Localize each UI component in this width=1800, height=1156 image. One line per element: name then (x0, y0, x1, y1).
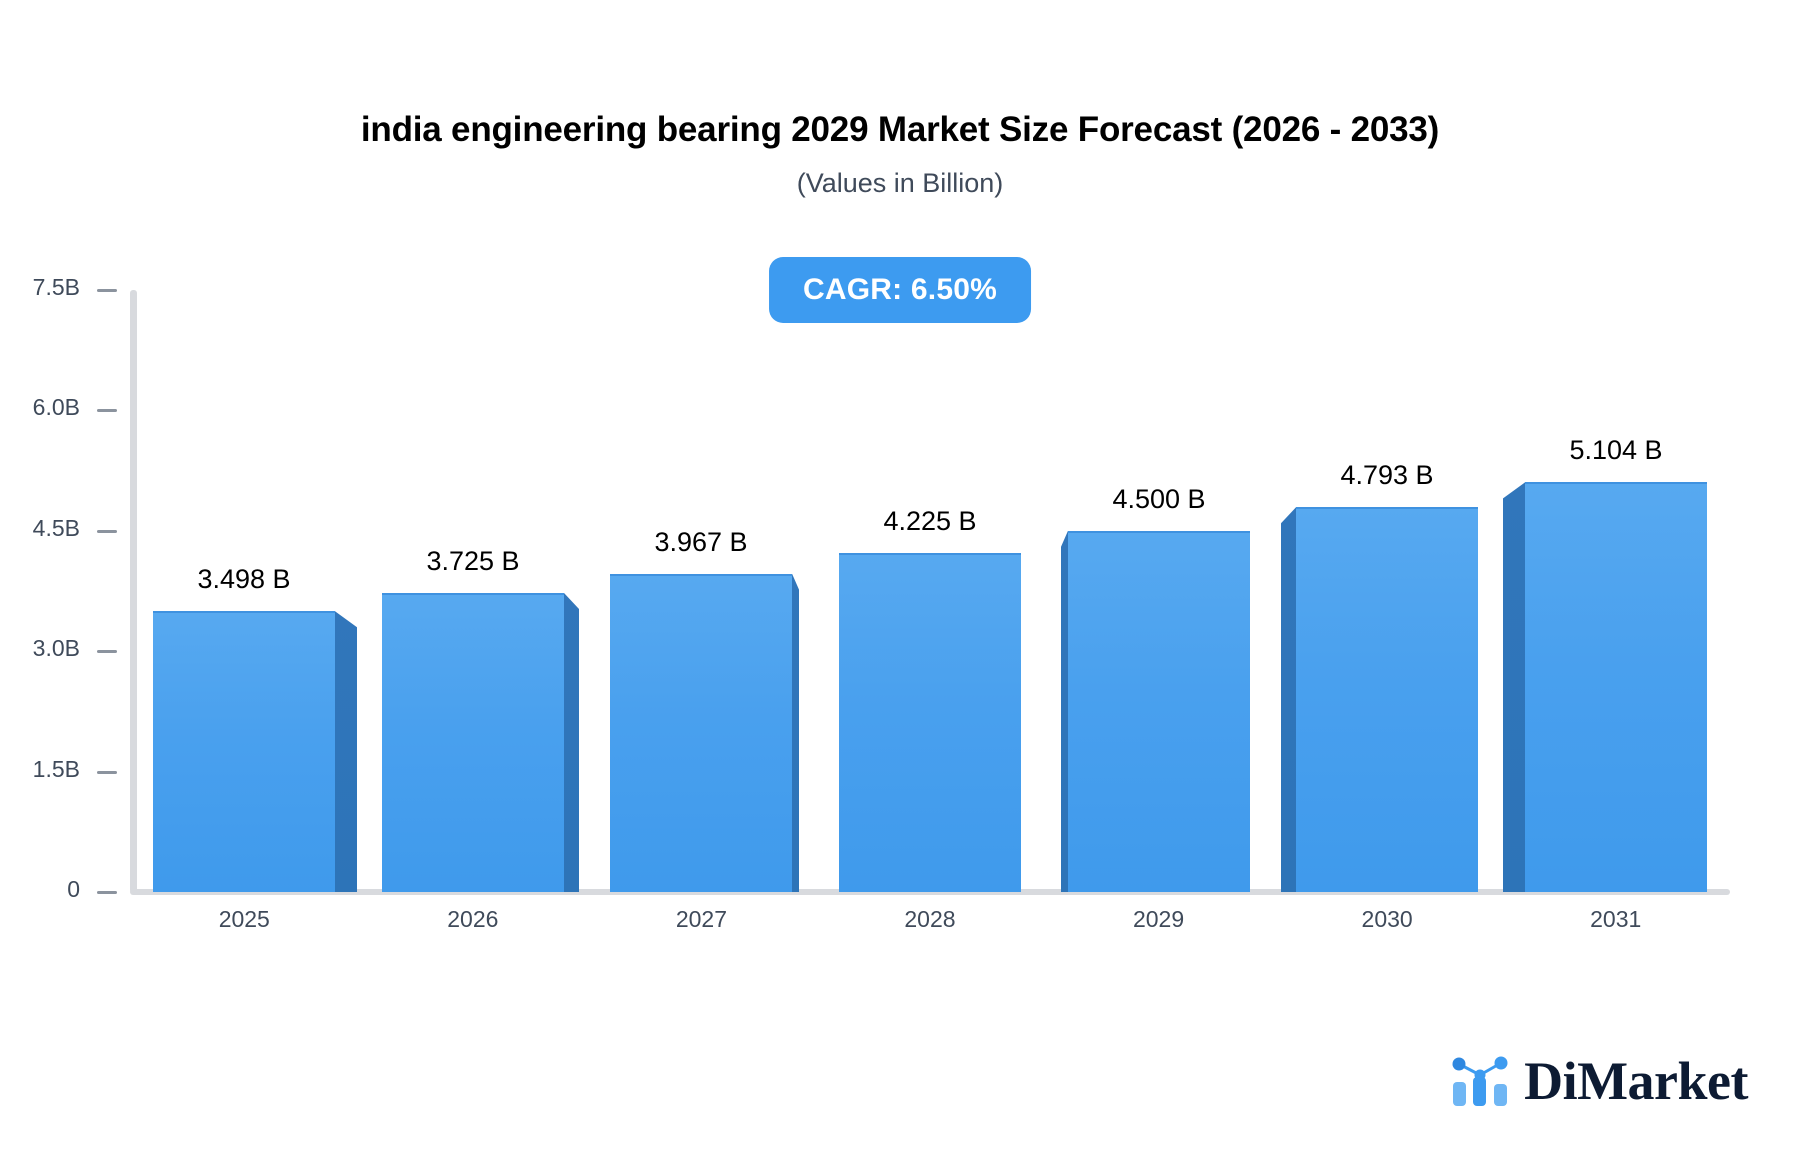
y-axis-tick-mark (97, 891, 117, 894)
bar-front-face (382, 593, 564, 892)
page-title: india engineering bearing 2029 Market Si… (360, 110, 1440, 149)
x-axis-tick-label: 2029 (1132, 906, 1185, 932)
bar-side-face (792, 573, 799, 892)
y-axis-tick-mark (97, 409, 117, 413)
x-axis-tick-label: 2030 (1361, 906, 1413, 932)
bar-front-face (1068, 530, 1250, 892)
bar-2030[interactable] (1281, 507, 1478, 892)
bar-value-label: 3.725 B (426, 546, 520, 576)
bar-front-face (153, 611, 335, 892)
bar-2025[interactable] (153, 611, 357, 892)
bar-side-face (1503, 482, 1525, 892)
x-axis-tick-label: 2028 (904, 906, 956, 932)
dimarket-logo: DiMarket (1450, 1054, 1748, 1108)
y-axis-tick-mark (97, 529, 117, 533)
bar-2026[interactable] (382, 593, 579, 892)
bar-2028[interactable] (839, 552, 1021, 892)
bar-side-face (335, 611, 357, 892)
bar-value-label: 4.793 B (1340, 460, 1434, 491)
y-axis-tick-mark (97, 770, 117, 774)
y-axis-tick-label: 3.0B (32, 635, 80, 662)
y-axis-tick-label: 6.0B (32, 394, 80, 421)
y-axis-tick-label: 7.5B (32, 274, 80, 300)
x-axis-tick-label: 2031 (1590, 906, 1642, 932)
y-axis-tick-label: 4.5B (32, 514, 80, 541)
bar-2027[interactable] (610, 573, 799, 892)
bar-value-label: 5.104 B (1569, 435, 1663, 466)
y-axis-tick-mark (97, 289, 117, 292)
bar-front-face (1296, 507, 1478, 892)
bar-value-label: 3.967 B (654, 526, 748, 557)
bar-side-face (1061, 530, 1068, 892)
logo-wordmark: DiMarket (1524, 1051, 1748, 1111)
bar-2029[interactable] (1061, 530, 1250, 892)
bar-side-face (564, 593, 579, 892)
bar-chart-dots-icon (1452, 1056, 1508, 1106)
bar-side-face (1281, 507, 1296, 892)
bar-2031[interactable] (1503, 482, 1707, 892)
x-axis-tick-label: 2026 (447, 906, 499, 932)
y-axis-tick-mark (97, 650, 117, 654)
y-axis-tick-label: 1.5B (32, 755, 80, 782)
x-axis-tick-label: 2025 (218, 906, 270, 932)
bar-front-face (1525, 482, 1707, 892)
y-axis-tick-label: 0 (67, 876, 80, 902)
bar-value-label: 3.498 B (197, 564, 291, 595)
cagr-badge: CAGR: 6.50% (769, 257, 1031, 323)
x-axis-tick-label: 2027 (675, 906, 727, 932)
bar-value-label: 4.500 B (1112, 483, 1206, 514)
chart-subtitle: (Values in Billion) (796, 168, 1004, 198)
bar-front-face (610, 573, 792, 892)
bar-front-face (839, 552, 1021, 892)
bar-value-label: 4.225 B (883, 505, 977, 536)
y-axis-spine (130, 290, 137, 893)
x-axis-line (130, 889, 1730, 895)
